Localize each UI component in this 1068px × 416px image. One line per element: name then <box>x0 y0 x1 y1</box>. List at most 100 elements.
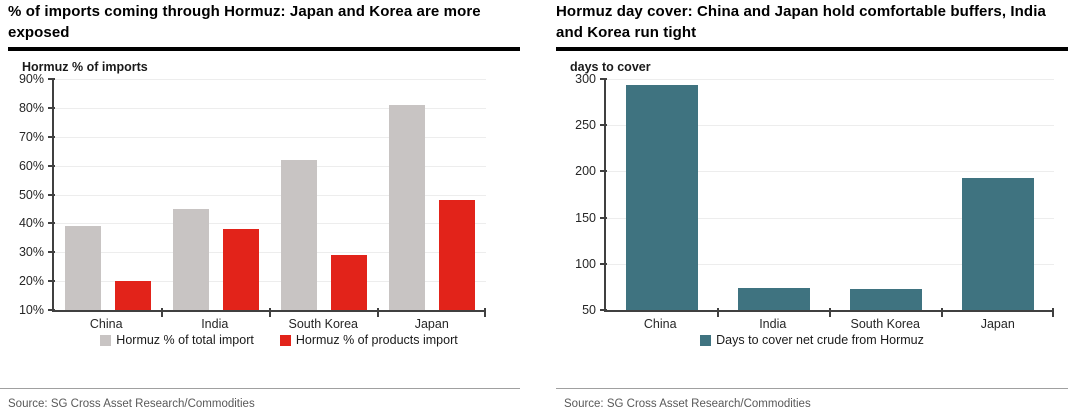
bar-group <box>606 79 718 310</box>
x-axis-tick <box>717 308 719 317</box>
bar <box>115 281 151 310</box>
bar <box>65 226 101 310</box>
y-axis-tick <box>600 170 607 172</box>
source-text: Source: SG Cross Asset Research/Commodit… <box>564 398 811 410</box>
x-axis-labels: China India South Korea Japan <box>52 317 486 331</box>
x-axis-tick <box>377 308 379 317</box>
y-axis-tick <box>48 251 55 253</box>
bar <box>223 229 259 310</box>
y-axis-tick <box>48 136 55 138</box>
x-axis-tick <box>484 308 486 317</box>
x-axis-labels: China India South Korea Japan <box>604 317 1054 331</box>
legend: Hormuz % of total import Hormuz % of prod… <box>8 333 520 347</box>
y-axis-tick <box>48 165 55 167</box>
y-axis-labels: 50 100 150 200 250 300 <box>556 72 604 317</box>
legend-swatch <box>700 334 712 346</box>
y-axis-tick <box>48 222 55 224</box>
bar-group <box>270 79 378 310</box>
bar <box>850 289 922 310</box>
legend-item: Hormuz % of products import <box>279 333 458 347</box>
plot-area <box>600 78 1054 317</box>
chart-panel-hormuz-day-cover: Hormuz day cover: China and Japan hold c… <box>534 0 1068 416</box>
y-tick-label: 90% <box>18 72 44 86</box>
y-tick-label: 40% <box>18 216 44 230</box>
gridline <box>606 218 1054 219</box>
source-row: Source: SG Cross Asset Research/Commodit… <box>556 388 1068 412</box>
y-axis-tick <box>48 280 55 282</box>
source-row: Source: SG Cross Asset Research/Commodit… <box>0 388 520 412</box>
y-tick-label: 20% <box>18 274 44 288</box>
y-axis-tick <box>600 309 607 311</box>
legend-label: Hormuz % of products import <box>295 333 458 347</box>
bar <box>331 255 367 310</box>
bar <box>738 288 810 310</box>
bar-group <box>54 79 162 310</box>
y-tick-label: 80% <box>18 101 44 115</box>
bar-group <box>378 79 486 310</box>
gridline <box>54 166 486 167</box>
gridline <box>606 79 1054 80</box>
x-category-label: China <box>643 317 677 331</box>
bar-group <box>718 79 830 310</box>
bar <box>626 85 698 310</box>
y-axis-labels: 10% 20% 30% 40% 50% 60% 70% 80% 90% <box>8 72 52 317</box>
y-tick-label: 30% <box>18 245 44 259</box>
x-axis-tick <box>829 308 831 317</box>
bar <box>173 209 209 310</box>
bar <box>962 178 1034 310</box>
y-tick-label: 10% <box>18 303 44 317</box>
y-axis-tick <box>600 263 607 265</box>
x-category-label: China <box>89 317 123 331</box>
x-category-label: India <box>759 317 787 331</box>
bar <box>281 160 317 310</box>
y-axis-tick <box>600 124 607 126</box>
y-tick-label: 250 <box>575 118 596 132</box>
x-category-label: India <box>201 317 229 331</box>
chart-title: % of imports coming through Hormuz: Japa… <box>8 2 520 51</box>
y-axis-tick <box>48 309 55 311</box>
bar-group <box>830 79 942 310</box>
bar <box>439 200 475 310</box>
gridline <box>54 137 486 138</box>
gridline <box>54 223 486 224</box>
y-axis-title: days to cover <box>570 60 651 74</box>
gridline <box>54 79 486 80</box>
x-category-label: South Korea <box>850 317 921 331</box>
y-axis-tick <box>48 78 55 80</box>
y-tick-label: 50 <box>582 303 596 317</box>
legend-label: Hormuz % of total import <box>116 333 254 347</box>
y-axis-tick <box>600 78 607 80</box>
y-axis-tick <box>48 107 55 109</box>
gridline <box>54 108 486 109</box>
legend-label: Days to cover net crude from Hormuz <box>716 333 924 347</box>
bars-layer <box>54 79 486 310</box>
bars-layer <box>606 79 1054 310</box>
legend-swatch <box>279 334 291 346</box>
bar <box>389 105 425 310</box>
y-tick-label: 100 <box>575 257 596 271</box>
chart-title: Hormuz day cover: China and Japan hold c… <box>556 2 1068 51</box>
y-axis-title: Hormuz % of imports <box>22 60 148 74</box>
y-tick-label: 50% <box>18 188 44 202</box>
plot-area <box>48 78 486 317</box>
x-axis-tick <box>1052 308 1054 317</box>
gridline <box>54 281 486 282</box>
y-axis-tick <box>48 194 55 196</box>
bar-group <box>942 79 1054 310</box>
y-tick-label: 60% <box>18 159 44 173</box>
legend: Days to cover net crude from Hormuz <box>556 333 1068 347</box>
legend-item: Hormuz % of total import <box>100 333 254 347</box>
gridline <box>54 252 486 253</box>
x-category-label: Japan <box>414 317 449 331</box>
gridline <box>606 125 1054 126</box>
legend-item: Days to cover net crude from Hormuz <box>700 333 924 347</box>
plot-row: 10% 20% 30% 40% 50% 60% 70% 80% 90% <box>8 72 520 317</box>
legend-swatch <box>100 334 112 346</box>
chart-panel-hormuz-imports: % of imports coming through Hormuz: Japa… <box>0 2 520 412</box>
bar-group <box>162 79 270 310</box>
x-axis-tick <box>161 308 163 317</box>
y-tick-label: 300 <box>575 72 596 86</box>
gridline <box>606 264 1054 265</box>
y-axis-tick <box>600 217 607 219</box>
